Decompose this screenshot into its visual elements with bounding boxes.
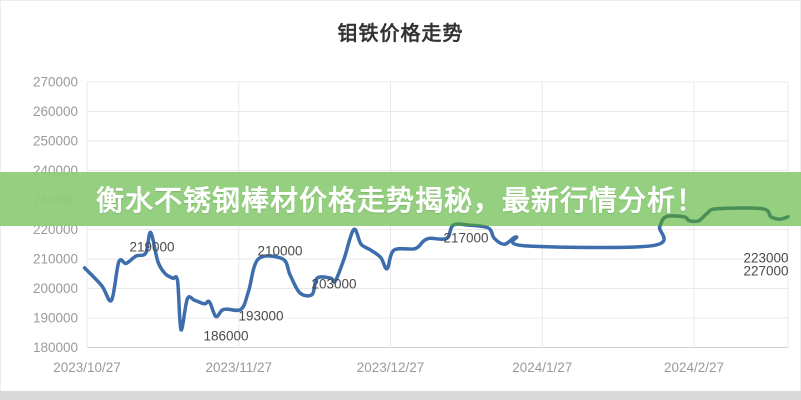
y-axis-label: 190000 (33, 311, 78, 326)
x-axis-label: 2024/2/27 (664, 360, 724, 375)
x-axis-label: 2023/11/27 (205, 360, 272, 375)
y-axis-label: 210000 (33, 252, 78, 267)
data-point-label: 210000 (257, 244, 302, 259)
y-axis-label: 250000 (33, 134, 78, 149)
data-point-label: 193000 (238, 309, 283, 324)
x-axis-label: 2024/1/27 (512, 360, 572, 375)
x-axis-label: 2023/12/27 (357, 360, 425, 375)
y-axis-label: 200000 (33, 281, 78, 296)
y-axis-label: 180000 (33, 340, 78, 355)
x-axis-label: 2023/10/27 (53, 360, 121, 375)
price-line-on-banner (450, 206, 790, 226)
bottom-divider-bar (0, 391, 801, 400)
data-point-label: 186000 (203, 329, 248, 344)
data-point-label: 219000 (129, 240, 174, 255)
data-point-label: 203000 (311, 277, 356, 292)
data-point-label: 227000 (743, 264, 788, 279)
chart-title: 钼铁价格走势 (337, 23, 464, 45)
data-point-label: 223000 (743, 251, 788, 266)
y-axis-label: 270000 (33, 75, 78, 90)
price-line (82, 206, 790, 332)
y-axis-label: 260000 (33, 104, 78, 119)
data-point-label: 217000 (443, 231, 488, 246)
